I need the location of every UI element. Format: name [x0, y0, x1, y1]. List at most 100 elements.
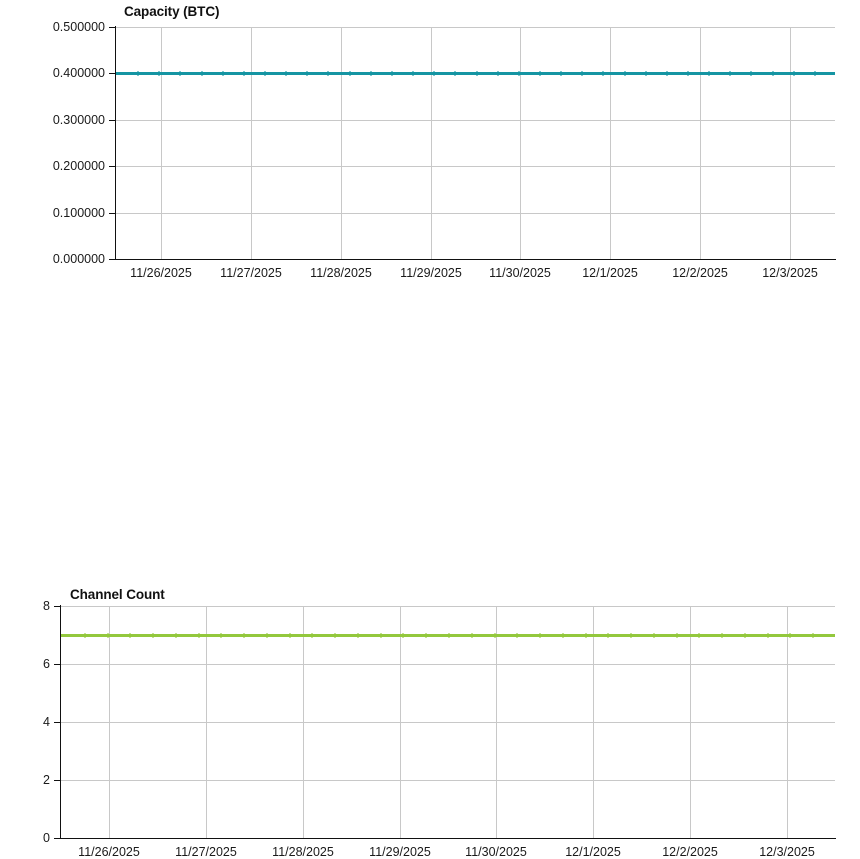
series-data-point [129, 633, 131, 638]
series-data-point [243, 71, 245, 76]
capacity-chart-panel: Capacity (BTC) 0.500000 0.400000 0.300000 0… [0, 0, 860, 290]
series-data-point [402, 633, 404, 638]
series-data-point [175, 633, 177, 638]
series-data-point [516, 633, 518, 638]
y-axis-tick-mark [109, 73, 115, 74]
channel-count-plot-area [61, 606, 835, 838]
series-data-point [220, 633, 222, 638]
series-data-point [289, 633, 291, 638]
gridline-horizontal [116, 27, 835, 28]
y-axis-tick-mark [109, 259, 115, 260]
y-axis-tick-mark [109, 120, 115, 121]
series-data-point [264, 71, 266, 76]
series-data-point [814, 71, 816, 76]
series-data-point [607, 633, 609, 638]
y-axis-tick-label: 0.200000 [52, 159, 105, 173]
gridline-horizontal [61, 722, 835, 723]
series-data-point [767, 633, 769, 638]
series-data-point [562, 633, 564, 638]
series-data-point [750, 71, 752, 76]
gridline-vertical [520, 27, 521, 259]
y-axis-tick-label: 0.000000 [52, 252, 105, 266]
capacity-y-axis-line [115, 26, 116, 260]
series-data-point [433, 71, 435, 76]
gridline-vertical [161, 27, 162, 259]
y-axis-tick-label: 0 [43, 831, 50, 845]
x-axis-tick-label: 11/29/2025 [400, 266, 462, 280]
series-data-point [772, 71, 774, 76]
series-data-point [222, 71, 224, 76]
gridline-vertical [700, 27, 701, 259]
channel-count-x-axis-line [60, 838, 836, 839]
y-axis-tick-mark [54, 722, 60, 723]
y-axis-tick-label: 4 [43, 715, 50, 729]
y-axis-tick-mark [54, 664, 60, 665]
series-data-point [311, 633, 313, 638]
series-data-point [471, 633, 473, 638]
x-axis-tick-label: 12/3/2025 [759, 845, 815, 859]
series-data-point [744, 633, 746, 638]
series-data-point [454, 71, 456, 76]
x-axis-tick-label: 12/2/2025 [662, 845, 718, 859]
series-data-point [602, 71, 604, 76]
y-axis-tick-label: 0.500000 [52, 20, 105, 34]
gridline-vertical [790, 27, 791, 259]
x-axis-tick-label: 11/30/2025 [465, 845, 527, 859]
series-line [116, 72, 835, 75]
x-axis-tick-label: 11/30/2025 [489, 266, 551, 280]
series-data-point [518, 71, 520, 76]
y-axis-tick-label: 0.100000 [52, 206, 105, 220]
series-data-point [645, 71, 647, 76]
series-data-point [666, 71, 668, 76]
y-axis-tick-mark [109, 27, 115, 28]
series-data-point [793, 71, 795, 76]
gridline-horizontal [116, 166, 835, 167]
series-data-point [412, 71, 414, 76]
y-axis-tick-mark [54, 780, 60, 781]
capacity-chart-title: Capacity (BTC) [124, 4, 220, 19]
series-data-point [476, 71, 478, 76]
x-axis-tick-label: 11/27/2025 [175, 845, 237, 859]
x-axis-tick-label: 11/27/2025 [220, 266, 282, 280]
y-axis-tick-label: 0.400000 [52, 66, 105, 80]
series-data-point [152, 633, 154, 638]
series-data-point [630, 633, 632, 638]
gridline-vertical [206, 606, 207, 838]
x-axis-tick-label: 11/26/2025 [78, 845, 140, 859]
series-data-point [653, 633, 655, 638]
series-data-point [539, 633, 541, 638]
gridline-vertical [690, 606, 691, 838]
series-data-point [243, 633, 245, 638]
series-data-point [137, 71, 139, 76]
series-data-point [370, 71, 372, 76]
capacity-x-axis-line [115, 259, 836, 260]
gridline-vertical [787, 606, 788, 838]
series-data-point [729, 71, 731, 76]
gridline-vertical [610, 27, 611, 259]
gridline-vertical [341, 27, 342, 259]
series-data-point [676, 633, 678, 638]
gridline-vertical [431, 27, 432, 259]
series-data-point [721, 633, 723, 638]
series-data-point [497, 71, 499, 76]
gridline-horizontal [61, 780, 835, 781]
gridline-vertical [109, 606, 110, 838]
series-data-point [349, 71, 351, 76]
x-axis-tick-label: 12/2/2025 [672, 266, 728, 280]
series-data-point [539, 71, 541, 76]
series-data-point [357, 633, 359, 638]
y-axis-tick-mark [109, 166, 115, 167]
series-data-point [425, 633, 427, 638]
x-axis-tick-label: 12/1/2025 [582, 266, 638, 280]
series-data-point [560, 71, 562, 76]
series-data-point [266, 633, 268, 638]
gridline-vertical [251, 27, 252, 259]
series-data-point [201, 71, 203, 76]
y-axis-tick-mark [109, 213, 115, 214]
series-data-point [306, 71, 308, 76]
channel-count-y-axis-line [60, 605, 61, 839]
channel-count-chart-title: Channel Count [70, 587, 165, 602]
y-axis-tick-label: 2 [43, 773, 50, 787]
series-data-point [789, 633, 791, 638]
